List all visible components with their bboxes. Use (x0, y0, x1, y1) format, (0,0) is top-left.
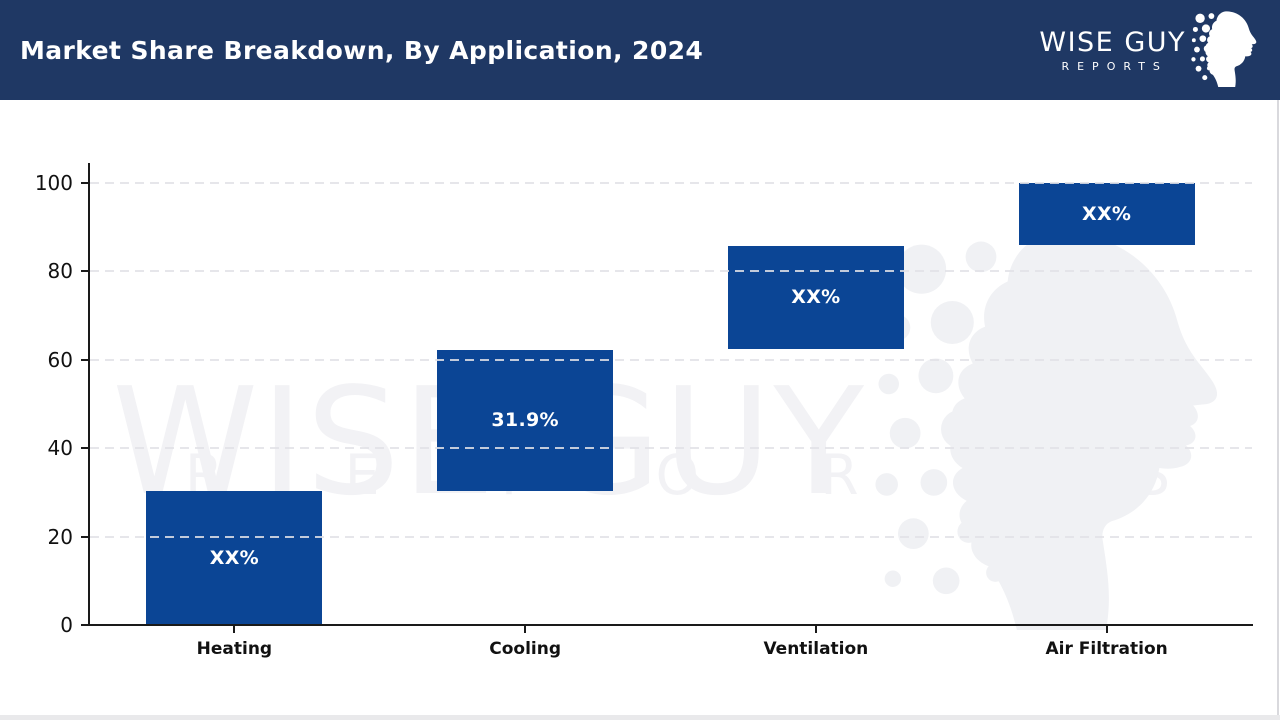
y-axis-label-0: 0 (60, 613, 73, 637)
y-tick (81, 624, 89, 626)
x-tick (1105, 625, 1108, 633)
y-tick (81, 358, 89, 361)
y-tick (81, 181, 89, 184)
bar-value-label: XX% (1082, 203, 1132, 226)
y-axis-label-40: 40 (47, 436, 73, 461)
gridline-100 (90, 181, 1252, 184)
y-axis-label-80: 80 (47, 259, 73, 284)
y-axis-label-60: 60 (47, 347, 73, 372)
chart-area: WISE GUY R E P O R T S XX% Heating 3 (0, 100, 1280, 720)
wise-guy-logo: WISE GUY REPORTS (1039, 5, 1266, 95)
bar-value-label: 31.9% (491, 409, 559, 432)
logo-subtitle: REPORTS (1061, 59, 1168, 73)
bar-heating: XX% (146, 490, 323, 625)
gridline-40 (90, 447, 1252, 450)
x-tick (524, 625, 527, 633)
y-tick (81, 270, 89, 273)
x-tick (814, 625, 817, 633)
gridline-80 (90, 270, 1252, 273)
bar-ventilation: XX% (727, 245, 904, 349)
bar-value-label: XX% (791, 286, 841, 309)
x-axis-line (88, 624, 1253, 626)
y-axis-label-100: 100 (34, 170, 73, 195)
logo-text: WISE GUY REPORTS (1039, 29, 1186, 72)
bar-air-filtration: XX% (1018, 182, 1195, 246)
bar-cooling: 31.9% (437, 349, 614, 491)
bottom-border (0, 715, 1280, 720)
gridline-20 (90, 535, 1252, 538)
x-axis-label-cooling: Cooling (489, 639, 561, 659)
x-tick (233, 625, 236, 633)
watermark-face-icon (858, 220, 1268, 634)
y-tick (81, 535, 89, 538)
y-axis-label-20: 20 (47, 524, 73, 549)
page-title: Market Share Breakdown, By Application, … (20, 35, 704, 65)
logo-face-icon (1188, 5, 1266, 95)
header: Market Share Breakdown, By Application, … (0, 0, 1280, 100)
gridline-60 (90, 358, 1252, 361)
x-axis-label-air-filtration: Air Filtration (1045, 639, 1168, 659)
bar-value-label: XX% (209, 546, 259, 569)
y-tick (81, 447, 89, 450)
right-edge-border (1277, 100, 1279, 720)
logo-wordmark: WISE GUY (1039, 26, 1186, 58)
x-axis-label-heating: Heating (196, 639, 273, 659)
x-axis-label-ventilation: Ventilation (763, 639, 869, 659)
y-axis-line (88, 163, 90, 625)
